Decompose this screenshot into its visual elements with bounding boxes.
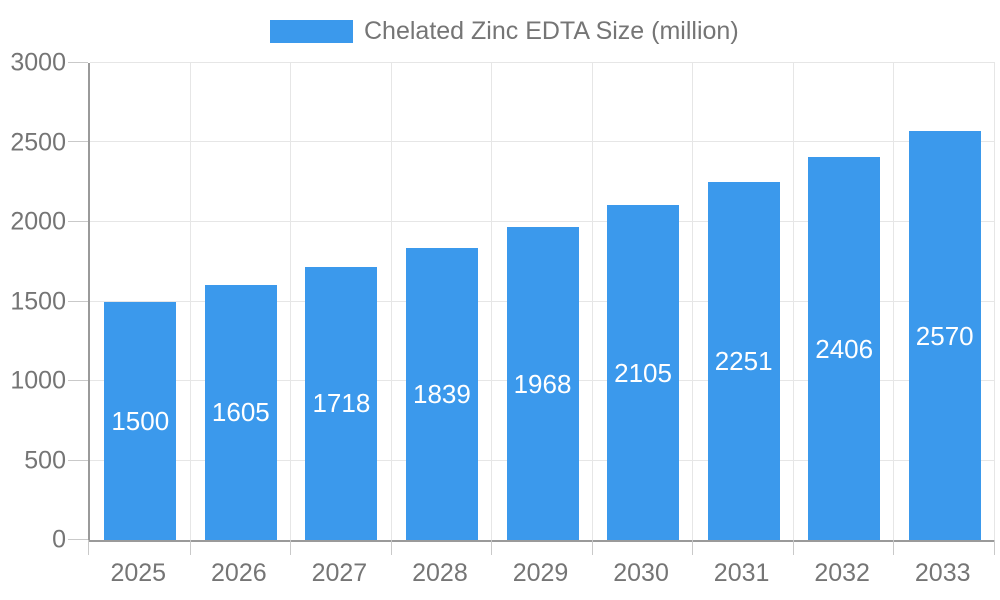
- legend-swatch: [270, 20, 353, 43]
- y-tick-mark: [68, 379, 88, 381]
- bar-2031[interactable]: 2251: [707, 182, 780, 540]
- bar-value-label: 1718: [312, 388, 371, 419]
- x-tick-mark: [88, 540, 89, 555]
- gridline-vertical: [692, 63, 694, 540]
- gridline-horizontal: [90, 220, 995, 222]
- x-tick-mark: [994, 540, 995, 555]
- gridline-horizontal: [90, 141, 995, 143]
- x-tick-mark: [792, 540, 794, 555]
- plot-area: 1500 1605 1718 1839 1968 2105 2251 2406 2570: [68, 62, 995, 555]
- y-axis-label: 2500: [10, 128, 66, 156]
- bar-value-label: 2251: [714, 346, 773, 377]
- x-axis-label: 2029: [512, 559, 569, 587]
- y-axis-label: 2000: [10, 207, 66, 236]
- gridline-vertical: [290, 63, 292, 540]
- bar-2025[interactable]: 1500: [104, 301, 177, 540]
- bar-2028[interactable]: 1839: [405, 247, 478, 540]
- gridline-vertical: [994, 63, 995, 540]
- y-tick-mark: [68, 459, 88, 461]
- legend-item[interactable]: Chelated Zinc EDTA Size (million): [270, 17, 739, 45]
- y-axis-label: 0: [52, 525, 66, 554]
- x-tick-mark: [692, 540, 694, 555]
- y-tick-mark: [68, 141, 88, 143]
- x-axis-label: 2030: [613, 559, 669, 587]
- x-axis-label: 2033: [914, 559, 971, 587]
- y-tick-mark: [68, 62, 88, 63]
- x-axis-label: 2026: [211, 559, 267, 587]
- y-tick-mark: [68, 539, 88, 540]
- x-tick-mark: [189, 540, 191, 555]
- legend-label: Chelated Zinc EDTA Size (million): [364, 17, 739, 45]
- gridline-vertical: [491, 63, 493, 540]
- bar-2027[interactable]: 1718: [305, 266, 378, 540]
- y-axis-label: 1500: [10, 287, 66, 315]
- gridline-vertical: [189, 63, 191, 540]
- bar-value-label: 1968: [513, 368, 572, 399]
- x-axis-label: 2027: [311, 559, 368, 587]
- y-axis-label: 1000: [10, 366, 66, 395]
- bar-value-label: 1500: [111, 405, 170, 436]
- x-tick-mark: [290, 540, 292, 555]
- x-tick-mark: [491, 540, 493, 555]
- bar-2032[interactable]: 2406: [808, 157, 881, 540]
- bar-2026[interactable]: 1605: [204, 284, 277, 540]
- bar-2033[interactable]: 2570: [908, 131, 981, 540]
- bar-value-label: 1605: [211, 397, 270, 428]
- y-axis-label: 500: [24, 446, 66, 474]
- x-tick-mark: [591, 540, 593, 555]
- x-tick-mark: [390, 540, 392, 555]
- x-axis-label: 2031: [713, 559, 770, 587]
- x-axis-label: 2025: [110, 559, 167, 587]
- bar-value-label: 2105: [614, 357, 672, 388]
- gridline-vertical: [390, 63, 392, 540]
- bar-value-label: 2406: [815, 333, 874, 364]
- x-tick-mark: [893, 540, 895, 555]
- bar-value-label: 2570: [915, 320, 974, 351]
- x-axis-label: 2028: [412, 559, 468, 587]
- y-axis-label: 3000: [10, 48, 66, 77]
- y-tick-mark: [68, 300, 88, 302]
- bar-2029[interactable]: 1968: [506, 227, 579, 540]
- bar-value-label: 1839: [413, 378, 471, 409]
- y-tick-mark: [68, 220, 88, 222]
- gridline-horizontal: [90, 62, 995, 63]
- x-axis-label: 2032: [814, 559, 870, 587]
- gridline-vertical: [792, 63, 794, 540]
- bar-2030[interactable]: 2105: [607, 205, 680, 540]
- gridline-vertical: [893, 63, 895, 540]
- gridline-vertical: [591, 63, 593, 540]
